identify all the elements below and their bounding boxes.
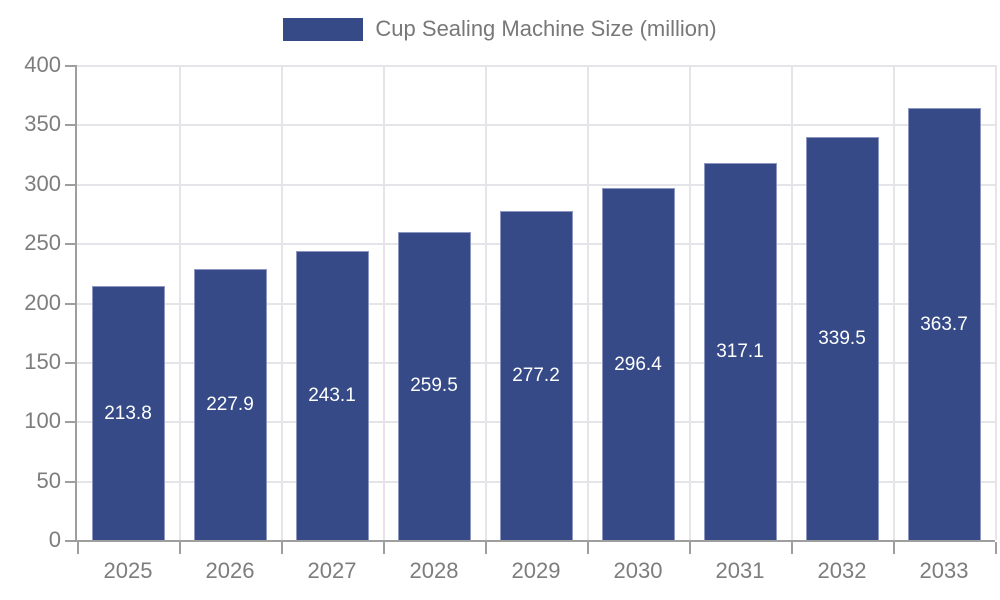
y-axis-tick-label: 100 <box>24 408 61 434</box>
bar-value-label: 213.8 <box>104 402 152 424</box>
bar-2026[interactable]: 227.9 <box>193 269 267 540</box>
bar-2027[interactable]: 243.1 <box>295 251 369 540</box>
y-axis-tick <box>65 480 75 483</box>
gridline-vertical <box>281 65 283 540</box>
y-axis-tick-label: 350 <box>24 111 61 137</box>
y-axis-tick-label: 250 <box>24 230 61 256</box>
x-axis-tick <box>485 542 487 554</box>
bar-value-label: 277.2 <box>512 364 560 386</box>
gridline-vertical <box>893 65 895 540</box>
x-axis-tick-label: 2027 <box>307 558 357 583</box>
gridline-vertical <box>689 65 691 540</box>
bar-2025[interactable]: 213.8 <box>91 286 165 540</box>
gridline-vertical <box>179 65 181 540</box>
x-axis-tick <box>281 542 283 554</box>
gridline-vertical <box>587 65 589 540</box>
x-axis-tick <box>383 542 385 554</box>
bar-value-label: 227.9 <box>206 394 254 416</box>
gridline-horizontal <box>77 183 995 186</box>
x-axis-tick <box>77 542 79 554</box>
x-axis-tick-label: 2025 <box>103 558 153 583</box>
y-axis-tick <box>65 243 75 246</box>
x-axis-tick-label: 2029 <box>511 558 561 583</box>
legend[interactable]: Cup Sealing Machine Size (million) <box>0 16 1000 42</box>
plot-area: 0 50 100 150 200 250 300 350 400 213.8 2025 227.9 20… <box>24 52 997 583</box>
bar-value-label: 317.1 <box>716 341 764 363</box>
y-axis-tick-label: 150 <box>24 348 61 374</box>
x-axis-tick <box>587 542 589 554</box>
x-axis-tick <box>995 542 997 554</box>
y-axis-tick-label: 300 <box>24 170 61 196</box>
y-axis-tick <box>65 302 75 305</box>
x-axis-tick-label: 2026 <box>205 558 255 583</box>
gridline-vertical <box>485 65 487 540</box>
gridline-horizontal <box>77 65 995 67</box>
bar-2029[interactable]: 277.2 <box>499 210 573 540</box>
bar-value-label: 363.7 <box>920 313 968 335</box>
x-axis-tick-label: 2033 <box>919 558 969 583</box>
x-axis-tick <box>791 542 793 554</box>
x-axis-tick <box>689 542 691 554</box>
bar-2030[interactable]: 296.4 <box>601 188 675 540</box>
gridline-vertical <box>383 65 385 540</box>
gridline-horizontal <box>77 124 995 127</box>
y-axis-tick <box>65 124 75 127</box>
y-axis-tick <box>65 421 75 424</box>
bar-value-label: 296.4 <box>614 353 662 375</box>
y-axis-tick <box>65 65 75 67</box>
bar-value-label: 259.5 <box>410 375 458 397</box>
x-axis-tick-label: 2028 <box>409 558 459 583</box>
gridline-vertical <box>791 65 793 540</box>
legend-swatch <box>283 17 364 41</box>
x-axis-tick-label: 2032 <box>817 558 867 583</box>
x-axis-tick <box>893 542 895 554</box>
bar-value-label: 339.5 <box>818 327 866 349</box>
bar-2033[interactable]: 363.7 <box>907 108 981 540</box>
x-axis-tick-label: 2031 <box>715 558 765 583</box>
bar-2031[interactable]: 317.1 <box>703 163 777 540</box>
bar-2028[interactable]: 259.5 <box>397 231 471 540</box>
y-axis-tick-label: 50 <box>36 467 61 493</box>
y-axis-tick-label: 400 <box>24 52 61 77</box>
bar-value-label: 243.1 <box>308 385 356 407</box>
legend-label: Cup Sealing Machine Size (million) <box>375 16 717 41</box>
y-axis-tick <box>65 361 75 364</box>
y-axis-tick-label: 200 <box>24 289 61 315</box>
y-axis-tick <box>65 183 75 186</box>
gridline-vertical <box>995 65 997 540</box>
y-axis-tick-label: 0 <box>48 527 61 552</box>
x-axis-tick <box>179 542 181 554</box>
x-axis-tick-label: 2030 <box>613 558 663 583</box>
bar-2032[interactable]: 339.5 <box>805 136 879 540</box>
y-axis-tick <box>65 540 75 542</box>
